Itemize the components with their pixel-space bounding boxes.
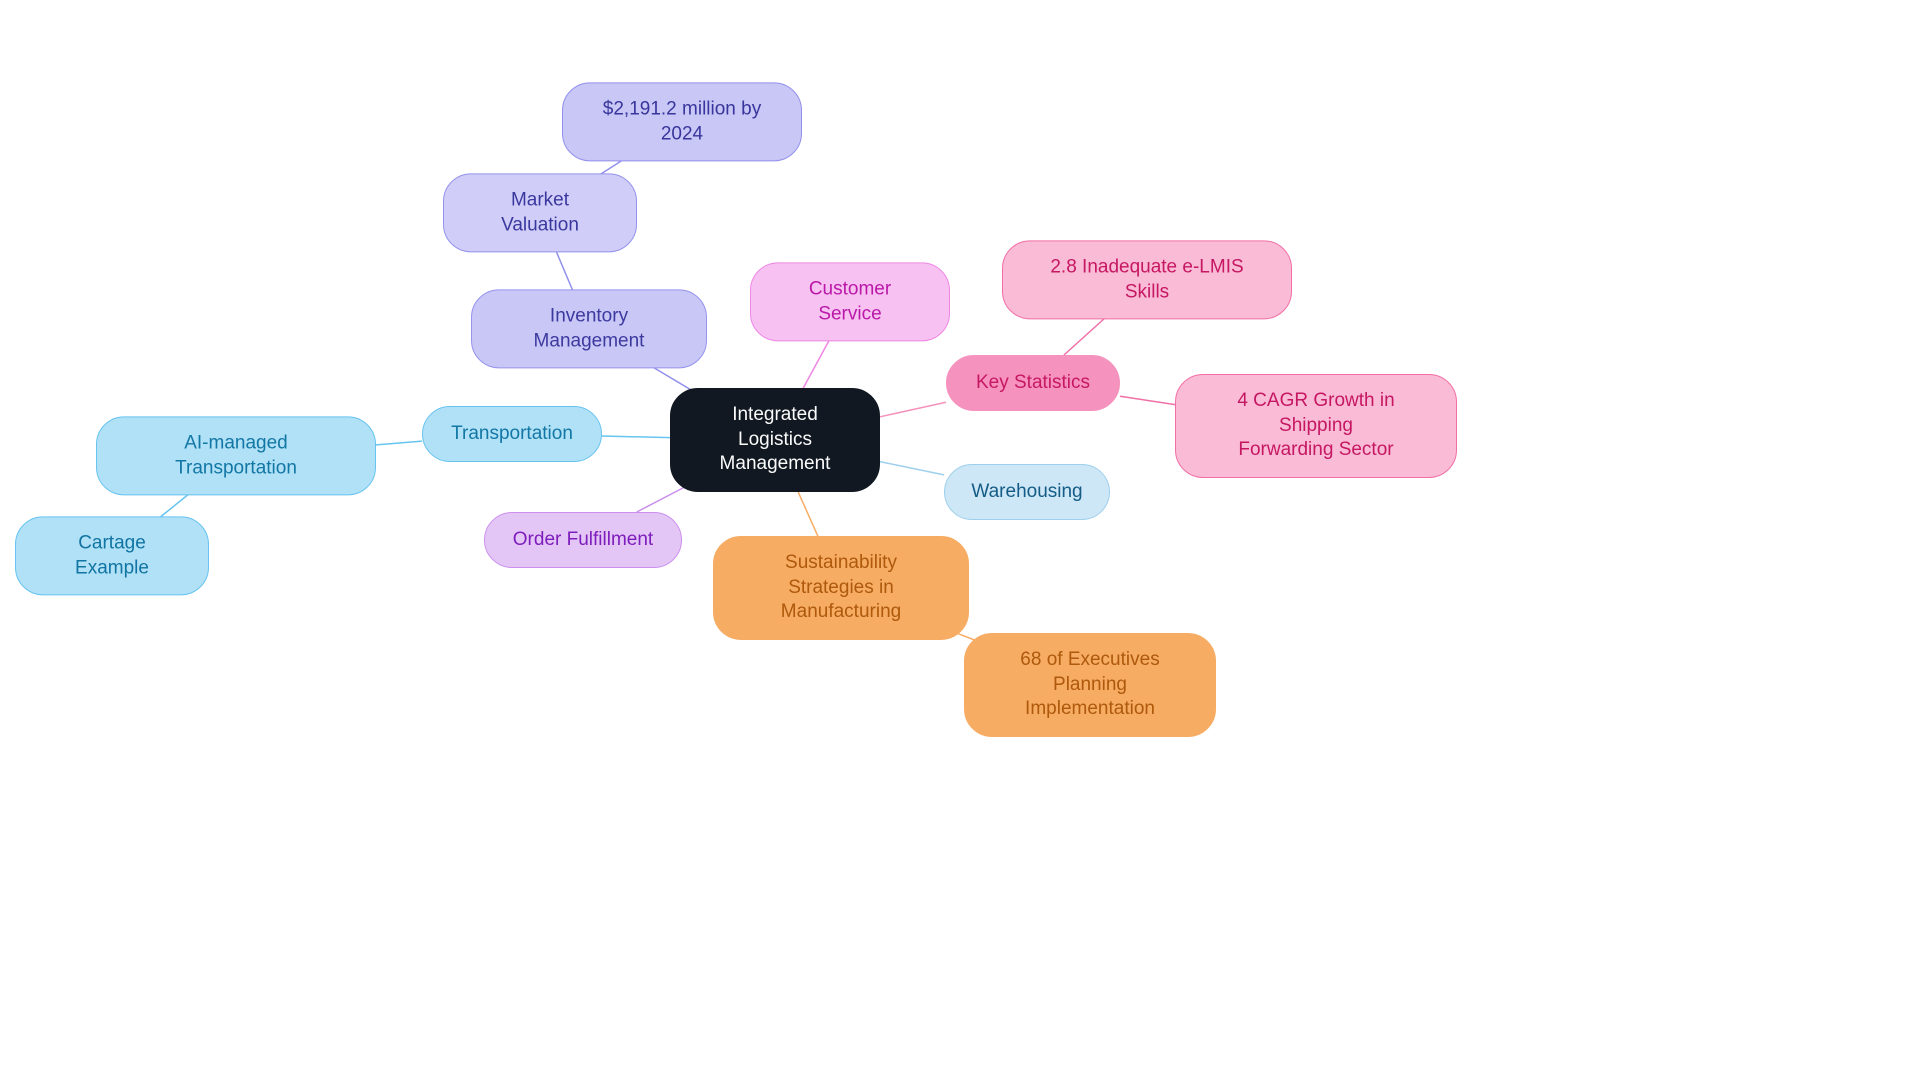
- edge-layer: [0, 0, 1920, 1083]
- node-stats[interactable]: Key Statistics: [946, 355, 1120, 411]
- node-order[interactable]: Order Fulfillment: [484, 512, 682, 568]
- node-root[interactable]: Integrated Logistics Management: [670, 388, 880, 492]
- node-mkt2024[interactable]: $2,191.2 million by 2024: [562, 82, 802, 161]
- node-trans[interactable]: Transportation: [422, 406, 602, 462]
- node-exec[interactable]: 68 of Executives Planning Implementation: [964, 633, 1216, 737]
- edge-trans-ai: [376, 441, 422, 445]
- edge-root-wh: [880, 462, 944, 475]
- node-sust[interactable]: Sustainability Strategies in Manufacturi…: [713, 536, 969, 640]
- node-skills[interactable]: 2.8 Inadequate e-LMIS Skills: [1002, 240, 1292, 319]
- edge-stats-cagr: [1120, 396, 1175, 404]
- node-wh[interactable]: Warehousing: [944, 464, 1110, 520]
- node-inv[interactable]: Inventory Management: [471, 289, 707, 368]
- edge-root-trans: [602, 436, 670, 438]
- edge-root-stats: [880, 402, 946, 417]
- mindmap-canvas: Integrated Logistics Management Inventory…: [0, 0, 1920, 1083]
- node-cagr[interactable]: 4 CAGR Growth in Shipping Forwarding Sec…: [1175, 374, 1457, 478]
- node-cust[interactable]: Customer Service: [750, 262, 950, 341]
- node-cart[interactable]: Cartage Example: [15, 516, 209, 595]
- node-mktval[interactable]: Market Valuation: [443, 173, 637, 252]
- node-ai[interactable]: AI-managed Transportation: [96, 416, 376, 495]
